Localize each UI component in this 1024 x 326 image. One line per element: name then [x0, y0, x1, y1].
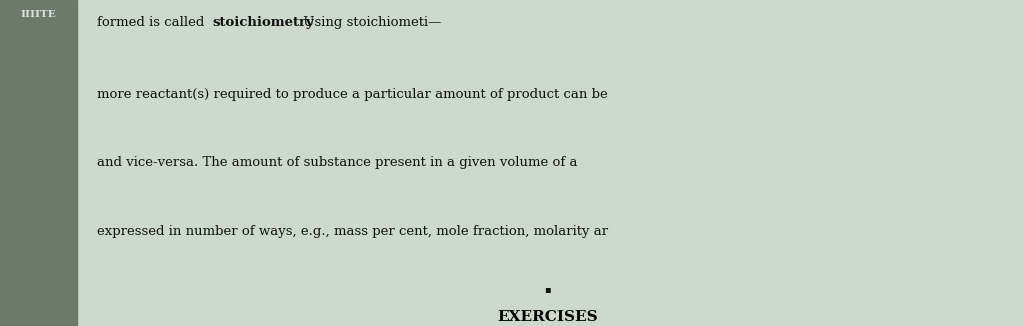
Text: IIIITE: IIIITE [20, 10, 56, 19]
Text: formed is called: formed is called [97, 16, 209, 29]
Bar [0, 0, 77, 326]
Text: ▪: ▪ [545, 284, 551, 294]
Text: and vice-versa. The amount of substance present in a given volume of a: and vice-versa. The amount of substance … [97, 156, 578, 170]
Text: more reactant(s) required to produce a particular amount of product can be: more reactant(s) required to produce a p… [97, 88, 608, 101]
Text: Using stoichiometi—: Using stoichiometi— [299, 16, 441, 29]
Text: EXERCISES: EXERCISES [498, 310, 598, 324]
Text: expressed in number of ways, e.g., mass per cent, mole fraction, molarity ar: expressed in number of ways, e.g., mass … [97, 225, 608, 238]
Text: stoichiometry: stoichiometry [212, 16, 313, 29]
